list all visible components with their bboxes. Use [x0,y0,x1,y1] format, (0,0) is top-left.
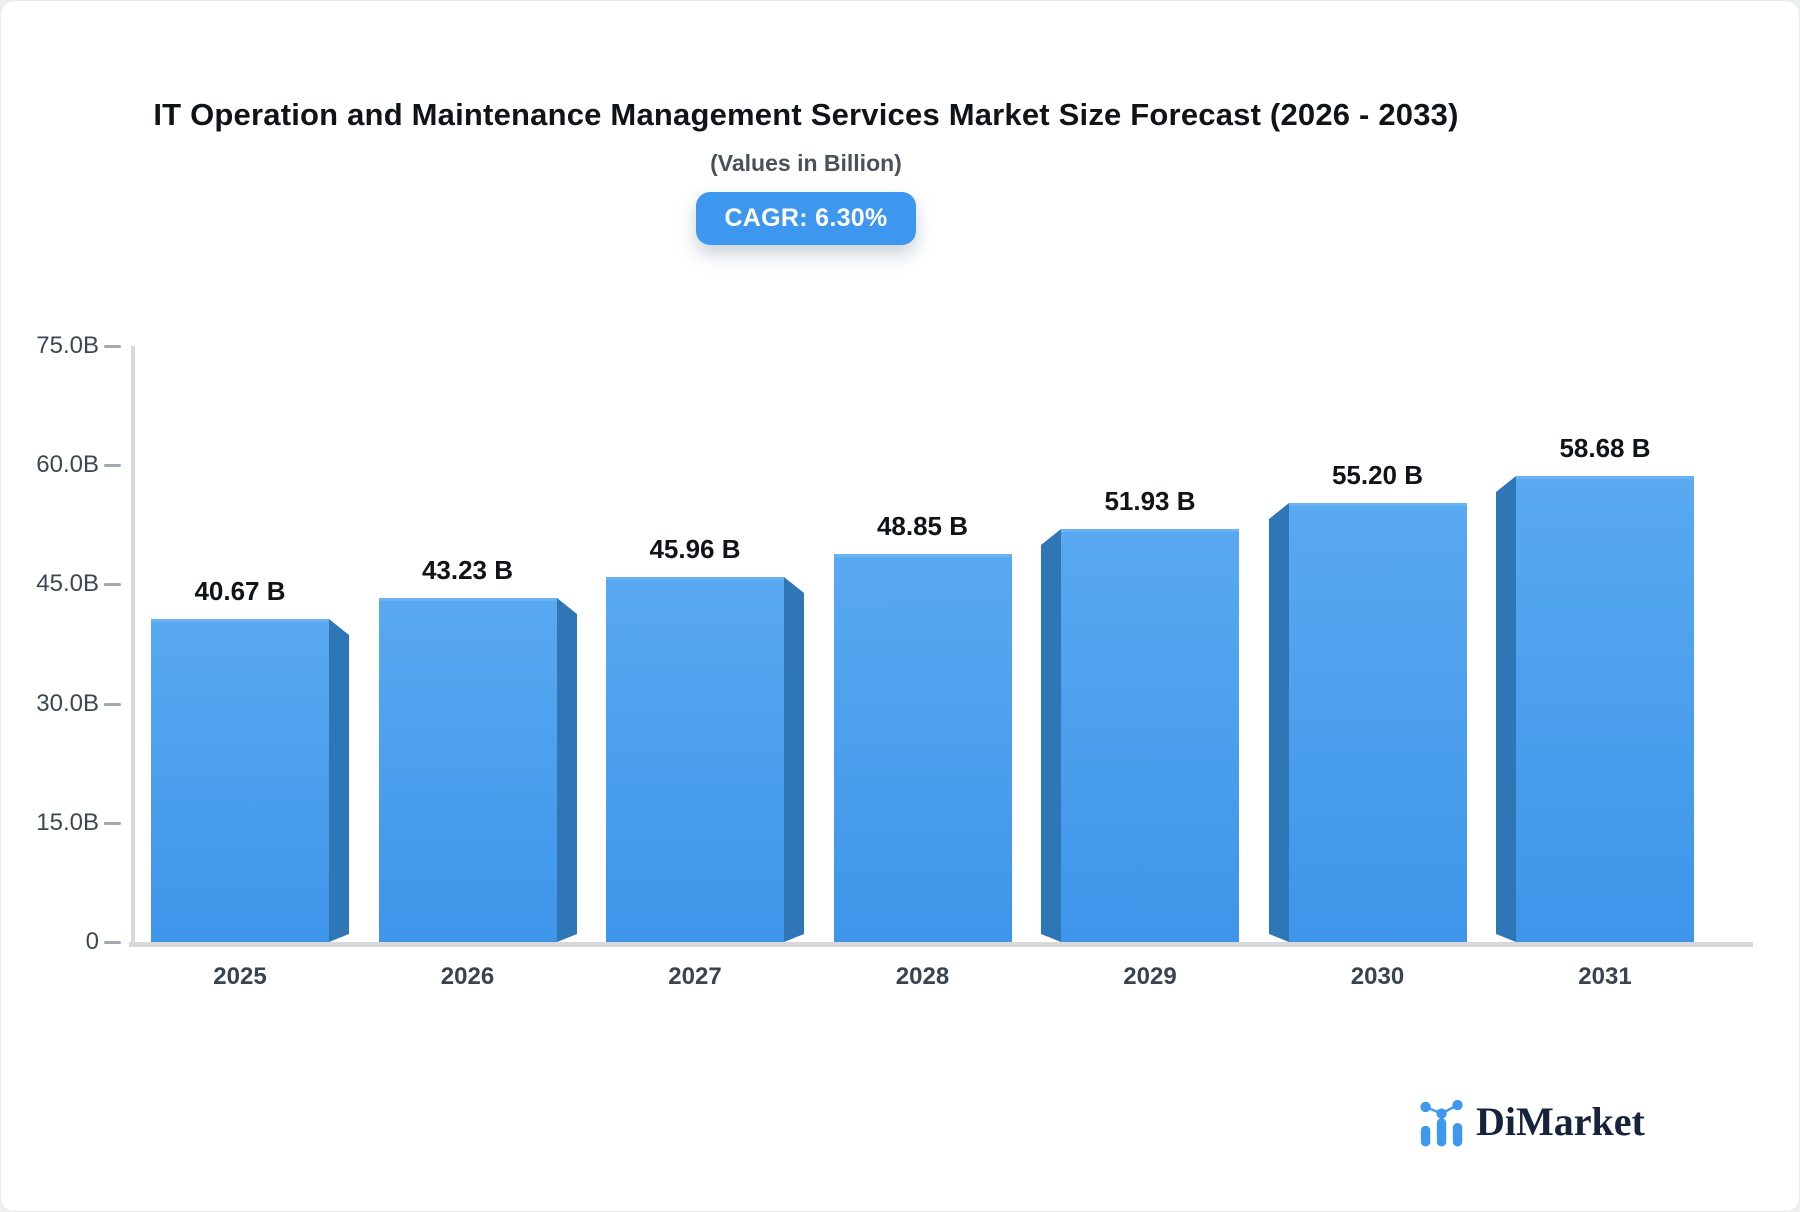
y-axis-tick-label: 15.0B [36,809,99,836]
y-axis-tick-mark [104,583,121,586]
y-axis-tick-mark [104,822,121,825]
bar-value-label: 48.85 B [876,511,969,541]
y-axis-tick-mark [104,464,121,467]
x-axis-label: 2030 [1350,963,1405,990]
bar [379,598,557,942]
bar-value-label: 58.68 B [1559,433,1651,463]
y-axis-tick-label: 0 [85,928,99,955]
brand-name: DiMarket [1476,1099,1645,1144]
y-axis-tick-label: 30.0B [36,690,99,717]
bar [151,619,329,942]
bar-value-label: 51.93 B [1104,486,1196,516]
bar-value-label: 45.96 B [649,534,741,564]
bar [834,554,1012,942]
chart-title: IT Operation and Maintenance Management … [153,97,1459,132]
x-axis-label: 2029 [1123,963,1177,990]
x-axis-line [129,942,1753,947]
bar-chart-logo-icon [1420,1099,1463,1147]
bar-side-face [1041,529,1061,942]
chart-header: IT Operation and Maintenance Management … [1,93,1611,245]
bar [1516,476,1694,942]
bar [606,577,784,942]
brand-logo: DiMarket [1419,1094,1645,1150]
bar [1061,529,1239,942]
bar-value-label: 40.67 B [194,576,286,606]
bar-side-face [329,619,349,942]
y-axis-tick-label: 45.0B [36,570,99,597]
y-axis-tick-mark [104,703,121,706]
bar-side-face [1496,476,1516,942]
cagr-badge: CAGR: 6.30% [696,192,916,245]
bar [1289,503,1467,942]
y-axis-tick-mark [104,941,121,944]
bar-value-label: 43.23 B [421,555,514,585]
x-axis-label: 2026 [440,963,495,990]
bar-value-label: 55.20 B [1331,460,1424,490]
y-axis-tick-mark [104,345,121,348]
y-axis-line [131,346,135,942]
chart-subtitle: (Values in Billion) [710,150,902,176]
bar-side-face [784,577,804,942]
x-axis-label: 2028 [895,963,950,990]
y-axis-tick-label: 60.0B [36,451,99,478]
x-axis-label: 2031 [1578,963,1632,990]
x-axis-label: 2027 [668,963,722,990]
y-axis-tick-label: 75.0B [36,332,99,359]
bar-side-face [1269,503,1289,942]
x-axis-label: 2025 [213,963,267,990]
bar-side-face [557,598,577,942]
